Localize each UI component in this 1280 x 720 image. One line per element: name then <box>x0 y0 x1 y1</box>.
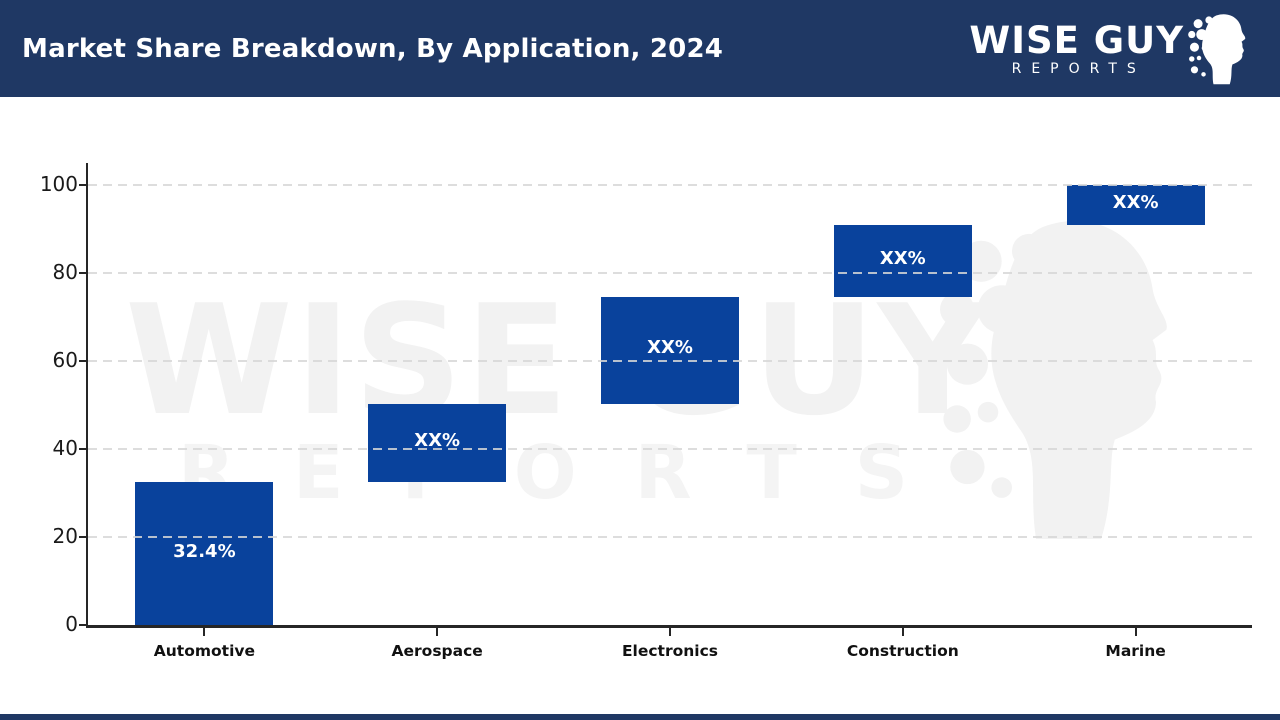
gridline-y60 <box>88 360 1252 362</box>
ytick-label-100: 100 <box>39 172 78 196</box>
bar-electronics: XX% <box>601 296 739 405</box>
bar-marine: XX% <box>1066 185 1205 226</box>
wiseguy-face-icon <box>1188 13 1246 84</box>
gridline-y80 <box>88 272 1252 274</box>
bar-construction: XX% <box>833 225 972 297</box>
ytick-label-0: 0 <box>65 612 78 636</box>
page-title: Market Share Breakdown, By Application, … <box>22 33 724 64</box>
xcat-label-construction: Construction <box>846 642 959 660</box>
ytick-mark-100 <box>79 184 87 186</box>
xcat-label-marine: Marine <box>1105 642 1166 660</box>
bar-label-electronics: XX% <box>647 337 693 359</box>
bar-label-automotive: 32.4% <box>173 540 236 562</box>
waterfall-chart: 0 20 40 60 80 100 32.4% Automotive XX% Aerospace X… <box>0 97 1280 714</box>
gridline-y40 <box>88 448 1252 450</box>
xtick-mark-automotive <box>203 628 206 636</box>
wiseguy-logo-line2: REPORTS <box>1011 60 1146 77</box>
xcat-label-electronics: Electronics <box>621 642 719 660</box>
bar-automotive: 32.4% <box>135 482 274 625</box>
ytick-mark-20 <box>79 536 87 538</box>
gridline-y20 <box>88 536 1252 538</box>
bar-label-aerospace: XX% <box>414 430 461 452</box>
xtick-mark-aerospace <box>436 628 439 636</box>
wiseguy-logo-line1: WISE GUY <box>969 18 1184 62</box>
xtick-mark-electronics <box>669 628 671 636</box>
wiseguy-logo: WISE GUY REPORTS <box>969 11 1250 87</box>
bar-aerospace: XX% <box>368 404 507 483</box>
ytick-mark-60 <box>79 360 87 362</box>
bar-label-marine: XX% <box>1112 192 1159 214</box>
y-axis-line <box>86 163 88 627</box>
xtick-mark-construction <box>901 628 904 636</box>
ytick-mark-0 <box>79 624 87 626</box>
ytick-mark-80 <box>79 272 87 274</box>
ytick-label-40: 40 <box>52 436 78 460</box>
xtick-mark-marine <box>1134 628 1137 636</box>
x-axis-line <box>86 625 1252 628</box>
xcat-label-aerospace: Aerospace <box>391 642 483 660</box>
xcat-label-automotive: Automotive <box>153 642 255 660</box>
bar-label-construction: XX% <box>879 247 926 269</box>
ytick-label-80: 80 <box>52 260 78 284</box>
ytick-mark-40 <box>79 448 87 450</box>
ytick-label-60: 60 <box>52 348 78 372</box>
ytick-label-20: 20 <box>52 524 78 548</box>
header-bar: Market Share Breakdown, By Application, … <box>0 0 1280 97</box>
footer-bar <box>0 714 1280 720</box>
wiseguy-logo-text: WISE GUY REPORTS <box>969 22 1184 76</box>
gridline-y100 <box>88 184 1252 186</box>
